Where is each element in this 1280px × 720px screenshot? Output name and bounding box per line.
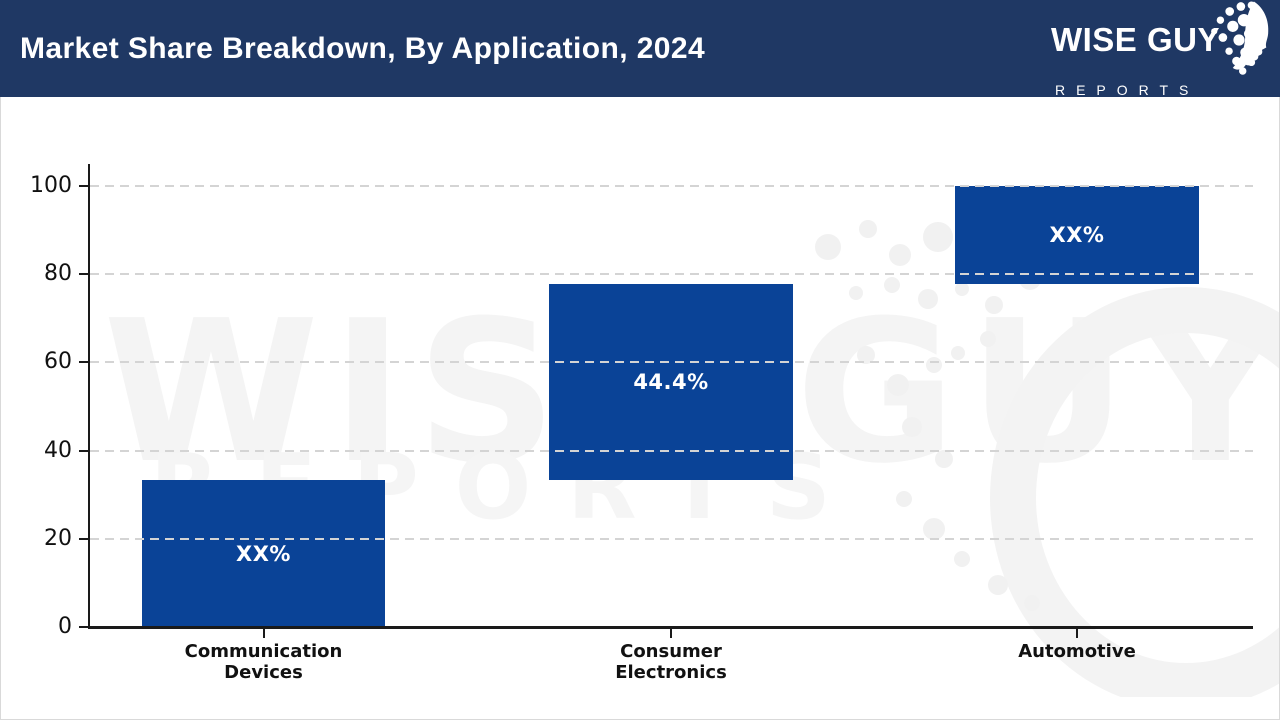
y-tick-60 [79,361,88,364]
logo-subtext: REPORTS [1054,82,1200,98]
logo-row: WISE GUY [1051,0,1270,81]
y-tick-100 [79,185,88,188]
y-tick-0 [79,626,88,628]
watermark-dot [951,346,965,360]
watermark-dot [1024,595,1040,611]
gridline-20 [90,537,1253,540]
x-category-label-0: Communication Devices [184,641,343,683]
header-bar: Market Share Breakdown, By Application, … [0,0,1280,98]
bar-value-label: XX% [1049,223,1105,248]
plot-area: XX% 44.4% XX% 0 20 40 60 80 100 Communication Dev… [30,164,1253,683]
watermark-dot [954,551,970,567]
watermark-dot [988,575,1008,595]
logo-face-icon [1211,1,1269,75]
watermark-dot [859,220,877,238]
x-tick-1 [670,629,672,638]
bar-consumer-electronics: 44.4% [549,284,793,481]
gridline-100 [90,185,1253,188]
watermark-dot [857,346,875,364]
y-tick-label-80: 80 [44,261,72,287]
page-title: Market Share Breakdown, By Application, … [20,31,706,65]
x-category-label-1: Consumer Electronics [615,641,727,683]
y-tick-label-100: 100 [30,173,72,199]
x-axis-line [88,626,1253,629]
y-tick-80 [79,273,88,276]
watermark-dot [955,282,969,296]
y-tick-label-0: 0 [58,614,72,639]
watermark-dot [884,277,900,293]
bar-automotive: XX% [955,186,1199,285]
y-tick-label-60: 60 [44,349,72,375]
y-axis-line [88,164,90,627]
watermark-dot [918,289,938,309]
y-tick-label-20: 20 [44,525,72,551]
y-tick-label-40: 40 [44,437,72,463]
gridline-60 [90,361,1253,364]
watermark-dot [980,331,996,347]
watermark-dot [923,222,953,252]
watermark-dot [887,374,909,396]
watermark-dot [815,234,841,260]
watermark-dot [985,296,1003,314]
watermark-dot [926,357,942,373]
bar-value-label: 44.4% [633,370,709,395]
watermark-dot [896,491,912,507]
gridline-80 [90,273,1253,276]
watermark-dot [889,244,911,266]
watermark-dot [849,286,863,300]
x-tick-2 [1076,629,1078,638]
watermark-dot [935,450,953,468]
y-tick-20 [79,537,88,540]
watermark-dot [902,417,922,437]
bar-value-label: XX% [236,541,291,566]
x-category-label-2: Automotive [1018,641,1136,662]
watermark-dot [923,518,945,540]
gridline-40 [90,449,1253,452]
x-tick-0 [262,629,265,638]
y-tick-40 [79,449,88,452]
wise-guy-logo: WISE GUY REPORTS [1051,0,1270,98]
logo-text: WISE GUY [1050,21,1220,58]
bar-communication-devices: XX% [142,480,385,627]
